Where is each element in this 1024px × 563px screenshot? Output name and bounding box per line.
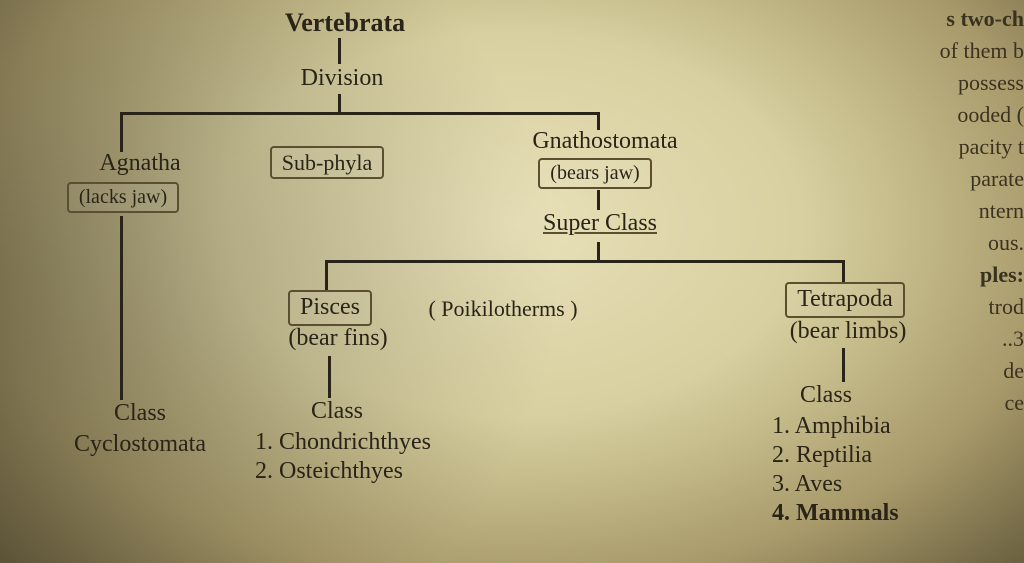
- annot-gnatho: (bears jaw): [510, 158, 680, 189]
- margin-text-line: ..3: [1002, 326, 1024, 352]
- margin-text-line: of them b: [940, 38, 1024, 64]
- label-superclass: Super Class: [500, 210, 700, 238]
- tetrapoda-box: Tetrapoda: [785, 282, 905, 318]
- connector-line: [842, 348, 845, 382]
- pisces-box: Pisces: [288, 290, 372, 326]
- node-vertebrata: Vertebrata: [255, 8, 435, 38]
- list-item: 3. Aves: [772, 471, 982, 498]
- connector-line: [597, 190, 600, 210]
- list-item: Cyclostomata: [30, 431, 250, 458]
- lacks-jaw-box: (lacks jaw): [67, 182, 179, 213]
- annot-pisces: (bear fins): [258, 325, 418, 353]
- margin-text-line: ples:: [980, 262, 1024, 288]
- connector-line: [338, 94, 341, 112]
- margin-text-line: ntern: [979, 198, 1024, 224]
- margin-text-line: possess: [958, 70, 1024, 96]
- margin-text-line: ooded (: [957, 102, 1024, 128]
- bears-jaw-box: (bears jaw): [538, 158, 651, 189]
- connector-line: [597, 242, 600, 260]
- list-tetrapoda-class: Class 1. Amphibia 2. Reptilia 3. Aves 4.…: [772, 382, 982, 529]
- margin-text-line: ous.: [988, 230, 1024, 256]
- class-header-agnatha: Class: [30, 400, 250, 427]
- connector-line: [328, 356, 331, 398]
- page-root: { "colors": { "text": "#2a2418", "box_bo…: [0, 0, 1024, 563]
- annot-agnatha: (lacks jaw): [48, 182, 198, 213]
- margin-text-line: de: [1003, 358, 1024, 384]
- node-pisces: Pisces: [260, 290, 400, 326]
- connector-line: [338, 38, 341, 64]
- margin-text-line: pacity t: [959, 134, 1024, 160]
- node-tetrapoda: Tetrapoda: [760, 282, 930, 318]
- annot-subphyla: Sub-phyla: [252, 146, 402, 179]
- list-item: 2. Osteichthyes: [255, 458, 555, 485]
- annot-tetrapoda: (bear limbs): [758, 318, 938, 346]
- connector-line: [120, 112, 600, 115]
- annot-poikilotherms: ( Poikilotherms ): [398, 296, 608, 321]
- margin-text-line: ce: [1004, 390, 1024, 416]
- list-item: 1. Chondrichthyes: [255, 429, 555, 456]
- list-pisces-class: Class 1. Chondrichthyes 2. Osteichthyes: [255, 398, 555, 487]
- connector-line: [120, 112, 123, 152]
- margin-text-line: trod: [989, 294, 1024, 320]
- list-item: 2. Reptilia: [772, 442, 982, 469]
- connector-line: [325, 260, 328, 290]
- margin-text-line: s two-ch: [946, 6, 1024, 32]
- margin-text-line: parate: [970, 166, 1024, 192]
- label-division: Division: [262, 65, 422, 93]
- connector-line: [325, 260, 845, 263]
- class-header-tetrapoda: Class: [772, 382, 982, 409]
- list-item: 1. Amphibia: [772, 413, 982, 440]
- subphyla-box: Sub-phyla: [270, 146, 384, 179]
- node-agnatha: Agnatha: [60, 150, 220, 178]
- connector-line: [842, 260, 845, 284]
- node-gnathostomata: Gnathostomata: [475, 128, 735, 156]
- class-header-pisces: Class: [255, 398, 555, 425]
- list-agnatha-class: Class Cyclostomata: [30, 400, 250, 460]
- list-item: 4. Mammals: [772, 500, 982, 527]
- connector-line: [120, 216, 123, 400]
